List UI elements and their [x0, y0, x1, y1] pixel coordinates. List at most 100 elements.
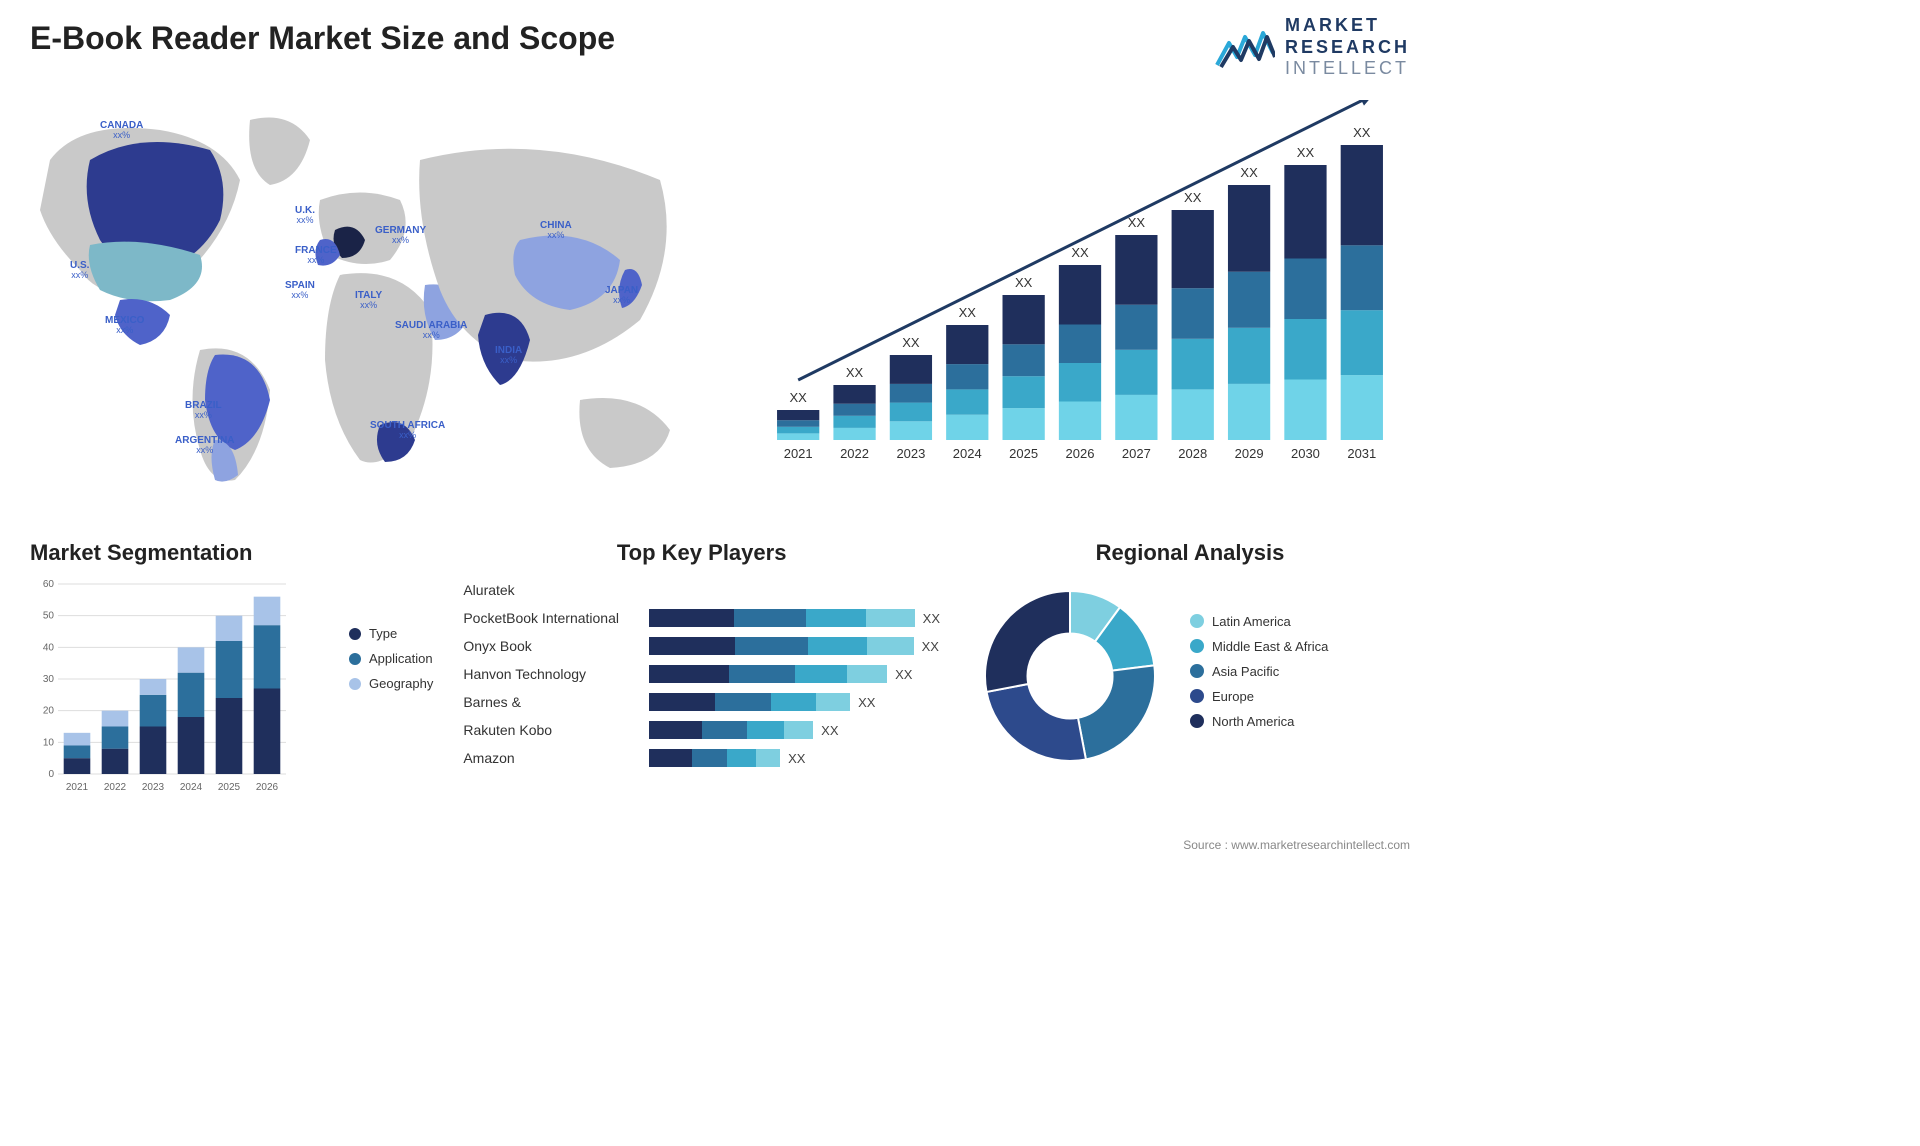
logo-line1: MARKET	[1285, 15, 1410, 37]
main-bar-segment	[1059, 265, 1101, 325]
key-players-panel: Top Key Players AluratekPocketBook Inter…	[463, 540, 940, 820]
country-label: SOUTH AFRICAxx%	[370, 420, 445, 441]
main-bar-segment	[1115, 235, 1157, 305]
segmentation-legend: TypeApplicationGeography	[349, 626, 433, 701]
player-name: Onyx Book	[463, 638, 643, 654]
player-value: XX	[923, 611, 940, 626]
player-bar-wrap: XX	[649, 721, 940, 739]
main-bar-segment	[1341, 375, 1383, 440]
player-bar-segment	[808, 637, 867, 655]
main-bar-segment	[777, 420, 819, 427]
player-bar	[649, 721, 813, 739]
main-bar-segment	[1115, 305, 1157, 350]
player-bar-segment	[649, 609, 733, 627]
source-text: Source : www.marketresearchintellect.com	[1183, 838, 1410, 852]
seg-category-label: 2021	[66, 782, 89, 793]
donut-legend-item: Asia Pacific	[1190, 664, 1328, 679]
bar-value-label: XX	[902, 335, 920, 350]
seg-bar-segment	[254, 625, 281, 688]
player-bar-segment	[784, 721, 813, 739]
player-name: Amazon	[463, 750, 643, 766]
main-bar-segment	[946, 415, 988, 440]
legend-label: Geography	[369, 676, 433, 691]
player-bar-segment	[771, 693, 816, 711]
main-bar-segment	[777, 410, 819, 420]
main-bar-chart: XX2021XX2022XX2023XX2024XX2025XX2026XX20…	[760, 100, 1400, 470]
y-tick-label: 20	[43, 706, 55, 717]
player-row: Rakuten KoboXX	[463, 716, 940, 744]
country-label: GERMANYxx%	[375, 225, 426, 246]
player-bar-segment	[816, 693, 850, 711]
player-row: Aluratek	[463, 576, 940, 604]
y-tick-label: 40	[43, 642, 55, 653]
seg-bar-segment	[178, 673, 205, 717]
seg-bar-segment	[140, 695, 167, 727]
country-label: ITALYxx%	[355, 290, 382, 311]
bar-value-label: XX	[1240, 165, 1258, 180]
main-chart-svg: XX2021XX2022XX2023XX2024XX2025XX2026XX20…	[760, 100, 1400, 470]
bar-category-label: 2031	[1347, 446, 1376, 461]
world-map: CANADAxx%U.S.xx%MEXICOxx%BRAZILxx%ARGENT…	[20, 90, 720, 490]
segmentation-panel: Market Segmentation 01020304050602021202…	[30, 540, 433, 820]
bar-value-label: XX	[790, 390, 808, 405]
main-bar-segment	[1172, 288, 1214, 339]
country-label: ARGENTINAxx%	[175, 435, 234, 456]
legend-label: Type	[369, 626, 397, 641]
bar-value-label: XX	[1128, 215, 1146, 230]
seg-category-label: 2026	[256, 782, 279, 793]
bar-category-label: 2029	[1235, 446, 1264, 461]
bar-value-label: XX	[1071, 245, 1089, 260]
main-bar-segment	[777, 427, 819, 434]
player-bar-segment	[867, 637, 913, 655]
bar-category-label: 2023	[896, 446, 925, 461]
bar-value-label: XX	[959, 305, 977, 320]
player-row: Hanvon TechnologyXX	[463, 660, 940, 688]
main-bar-segment	[890, 355, 932, 384]
main-bar-segment	[1341, 145, 1383, 245]
player-bar-segment	[649, 693, 715, 711]
main-bar-segment	[890, 384, 932, 403]
main-bar-segment	[1115, 350, 1157, 395]
key-players-list: Aluratek PocketBook International XX Onyx B…	[463, 576, 940, 772]
bar-value-label: XX	[1353, 125, 1371, 140]
bar-category-label: 2027	[1122, 446, 1151, 461]
main-bar-segment	[1341, 245, 1383, 310]
legend-label: North America	[1212, 714, 1294, 729]
seg-bar-segment	[102, 727, 129, 749]
segmentation-chart: 0102030405060202120222023202420252026	[30, 576, 290, 796]
y-tick-label: 30	[43, 674, 55, 685]
legend-label: Latin America	[1212, 614, 1291, 629]
legend-label: Asia Pacific	[1212, 664, 1279, 679]
player-value: XX	[821, 723, 838, 738]
player-bar-segment	[649, 637, 735, 655]
country-label: U.K.xx%	[295, 205, 315, 226]
main-bar-segment	[1003, 344, 1045, 376]
main-bar-segment	[890, 421, 932, 440]
legend-dot	[349, 653, 361, 665]
player-name: PocketBook International	[463, 610, 643, 626]
player-bar-segment	[795, 665, 848, 683]
seg-bar-segment	[140, 679, 167, 695]
seg-bar-segment	[102, 711, 129, 727]
main-bar-segment	[946, 325, 988, 364]
main-bar-segment	[833, 416, 875, 428]
main-bar-segment	[1059, 402, 1101, 441]
bar-category-label: 2021	[784, 446, 813, 461]
country-label: U.S.xx%	[70, 260, 89, 281]
player-row: Amazon XX	[463, 744, 940, 772]
player-row: Onyx BookXX	[463, 632, 940, 660]
player-bar	[649, 749, 780, 767]
seg-legend-item: Type	[349, 626, 433, 641]
seg-bar-segment	[102, 749, 129, 774]
main-bar-segment	[946, 389, 988, 414]
main-bar-segment	[1115, 395, 1157, 440]
player-bar	[649, 637, 913, 655]
bar-value-label: XX	[846, 365, 864, 380]
player-row: Barnes &XX	[463, 688, 940, 716]
player-value: XX	[895, 667, 912, 682]
player-bar-segment	[806, 609, 866, 627]
player-bar-segment	[847, 665, 887, 683]
main-bar-segment	[1284, 259, 1326, 320]
donut-legend-item: Europe	[1190, 689, 1328, 704]
player-bar-wrap: XX	[649, 749, 940, 767]
